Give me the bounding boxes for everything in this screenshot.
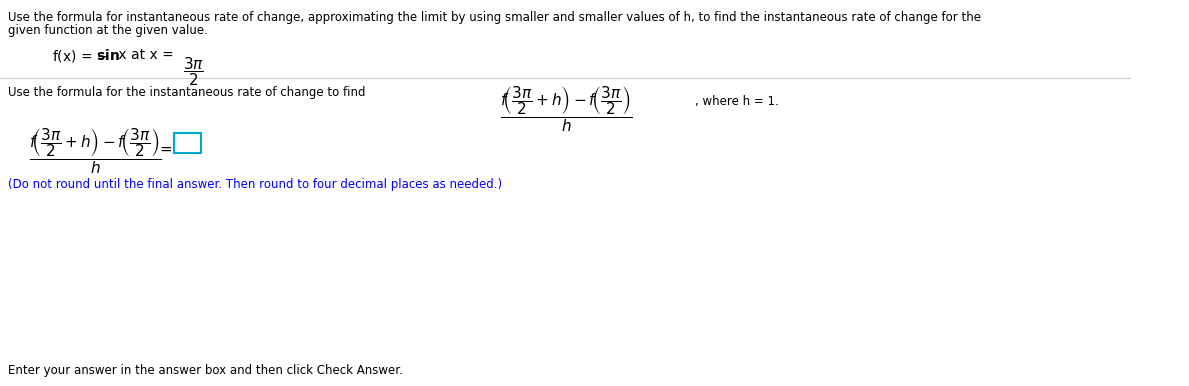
- Text: Use the formula for the instantaneous rate of change to find: Use the formula for the instantaneous ra…: [7, 86, 365, 99]
- Text: $\mathbf{sin}$: $\mathbf{sin}$: [96, 48, 120, 63]
- Text: (Do not round until the final answer. Then round to four decimal places as neede: (Do not round until the final answer. Th…: [7, 178, 502, 191]
- Text: f(x) = $-$: f(x) = $-$: [52, 48, 111, 64]
- Text: $\dfrac{f\!\left(\dfrac{3\pi}{2}+h\right)-f\!\left(\dfrac{3\pi}{2}\right)}{h}$: $\dfrac{f\!\left(\dfrac{3\pi}{2}+h\right…: [499, 84, 633, 134]
- Text: Enter your answer in the answer box and then click Check Answer.: Enter your answer in the answer box and …: [7, 364, 403, 377]
- Text: $\dfrac{3\pi}{2}$: $\dfrac{3\pi}{2}$: [183, 55, 203, 88]
- Text: , where h = 1.: , where h = 1.: [694, 95, 779, 108]
- Text: $\dfrac{f\!\left(\dfrac{3\pi}{2}+h\right)-f\!\left(\dfrac{3\pi}{2}\right)}{h}$: $\dfrac{f\!\left(\dfrac{3\pi}{2}+h\right…: [29, 126, 162, 176]
- Text: x at x =: x at x =: [114, 48, 178, 62]
- Text: given function at the given value.: given function at the given value.: [7, 24, 208, 37]
- Text: $=$: $=$: [157, 141, 174, 156]
- Text: Use the formula for instantaneous rate of change, approximating the limit by usi: Use the formula for instantaneous rate o…: [7, 11, 981, 24]
- FancyBboxPatch shape: [174, 133, 201, 153]
